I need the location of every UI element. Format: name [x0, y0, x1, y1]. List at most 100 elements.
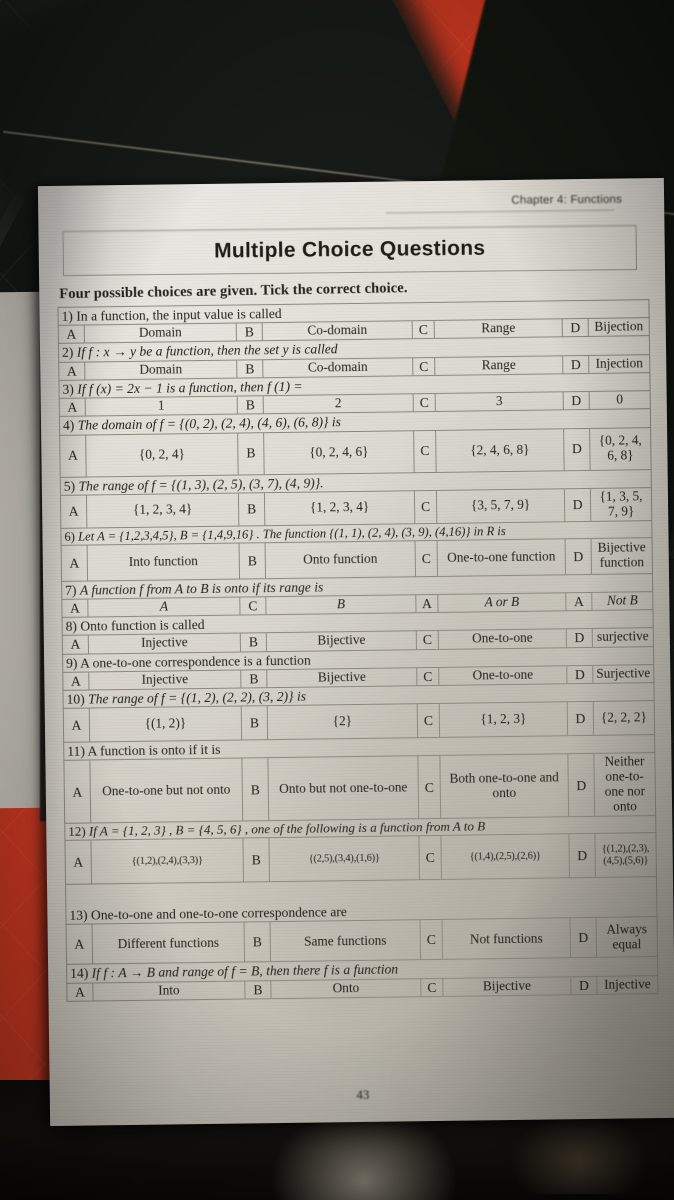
option-a[interactable]: One-to-one but not onto	[89, 758, 243, 823]
option-label-c: C	[418, 835, 442, 881]
option-d[interactable]: Injection	[588, 354, 650, 374]
option-a[interactable]: {0, 2, 4}	[85, 432, 239, 477]
question-text: The domain of f = {(0, 2), (2, 4), (4, 6…	[77, 414, 342, 433]
option-b[interactable]: {1, 2, 3, 4}	[264, 490, 415, 526]
option-d[interactable]: Injective	[596, 975, 658, 995]
option-a[interactable]: {1, 2, 3, 4}	[86, 492, 239, 528]
option-b[interactable]: Co-domain	[262, 320, 413, 342]
option-a[interactable]: Domain	[84, 323, 237, 344]
option-d[interactable]: {2, 2, 2}	[593, 700, 655, 736]
question-options-row: A {(1,2),(2,4),(3,3)} B {(2,5),(3,4),(1,…	[64, 833, 657, 885]
option-a[interactable]: 1	[85, 396, 238, 417]
option-label-a: A	[63, 760, 91, 824]
option-label-b: B	[244, 922, 271, 963]
question-text: A one-to-one correspondence is a functio…	[80, 652, 311, 671]
option-c[interactable]: One-to-one	[438, 629, 567, 649]
option-d[interactable]: Always equal	[596, 917, 658, 958]
option-label-d: D	[566, 665, 593, 684]
option-c[interactable]: Not functions	[442, 918, 571, 960]
option-label-a: A	[59, 434, 87, 477]
option-d[interactable]: Bijection	[588, 317, 650, 337]
option-c[interactable]: One-to-one	[438, 665, 567, 686]
option-d[interactable]: Surjective	[592, 664, 654, 684]
option-label-d: D	[564, 488, 591, 522]
option-c[interactable]: Both one-to-one and onto	[439, 754, 569, 819]
option-a[interactable]: {(1,2),(2,4),(3,3)}	[90, 838, 244, 885]
option-label-c: C	[420, 978, 444, 997]
option-label-a: A	[64, 840, 92, 885]
option-b[interactable]: B	[265, 594, 416, 615]
question-number: 3)	[62, 381, 74, 397]
option-a[interactable]: Injective	[88, 669, 241, 690]
question-text: A function f from A to B is onto if its …	[79, 579, 324, 598]
option-a[interactable]: Domain	[84, 359, 237, 380]
option-label-c: C	[414, 490, 437, 524]
mcq-table: 1) In a function, the input value is cal…	[57, 299, 658, 1002]
option-b[interactable]: {(2,5),(3,4),(1,6)}	[268, 836, 420, 883]
option-d[interactable]: {(1,2),(2,3),(4,5),(5,6)}	[594, 833, 657, 878]
option-b[interactable]: Bijective	[266, 667, 417, 688]
option-c[interactable]: Bijective	[442, 976, 572, 997]
option-d[interactable]: surjective	[592, 627, 654, 647]
option-a[interactable]: Into	[92, 980, 246, 1001]
option-d[interactable]: {1, 3, 5, 7, 9}	[590, 487, 652, 521]
chapter-header: Chapter 4: Functions	[511, 193, 623, 207]
option-a[interactable]: Different functions	[92, 922, 245, 965]
option-b[interactable]: Onto function	[265, 540, 416, 579]
option-d[interactable]: Neither one-to-one nor onto	[593, 752, 656, 817]
option-c[interactable]: {(1,4),(2,5),(2,6)}	[440, 834, 570, 880]
option-d[interactable]: Bijective function	[591, 537, 653, 575]
option-label-b: B	[240, 632, 267, 652]
option-a[interactable]: Into function	[87, 542, 240, 581]
question-text: Onto function is called	[80, 617, 205, 634]
option-d[interactable]: 0	[589, 390, 651, 410]
option-d[interactable]: {0, 2, 4, 6, 8}	[589, 427, 652, 470]
question-text: In a function, the input value is called	[76, 305, 282, 324]
option-a[interactable]: A	[87, 596, 241, 618]
option-label-b: B	[236, 322, 263, 342]
question-number: 1)	[61, 308, 74, 324]
option-label-c: C	[413, 429, 437, 473]
option-label-b: B	[241, 758, 269, 821]
option-b[interactable]: Co-domain	[262, 357, 413, 378]
option-c[interactable]: A or B	[437, 592, 566, 613]
option-c[interactable]: {2, 4, 6, 8}	[435, 428, 565, 472]
option-c[interactable]: 3	[435, 391, 564, 412]
option-label-d: D	[563, 391, 590, 411]
option-label-d: D	[566, 628, 593, 648]
option-label-c: C	[417, 703, 440, 738]
option-b[interactable]: 2	[263, 393, 414, 415]
instruction-line: Four possible choices are given. Tick th…	[59, 280, 408, 303]
mcq-table-body: 1) In a function, the input value is cal…	[57, 299, 658, 1002]
question-options-row: A One-to-one but not onto B Onto but not…	[63, 752, 656, 824]
option-c[interactable]: {3, 5, 7, 9}	[436, 488, 565, 523]
option-a[interactable]: {(1, 2)}	[89, 706, 242, 743]
option-b[interactable]: {2}	[267, 703, 418, 740]
question-number: 12)	[68, 823, 86, 839]
option-label-a: A	[61, 598, 89, 618]
option-label-d: D	[567, 753, 595, 817]
option-a[interactable]: Injective	[88, 633, 241, 654]
option-d[interactable]: Not B	[591, 591, 653, 611]
option-label-d: D	[562, 355, 589, 374]
question-number: 5)	[63, 478, 76, 494]
question-text: If f (x) = 2x − 1 is a function, then f …	[77, 378, 303, 397]
option-c[interactable]: One-to-one function	[437, 538, 566, 577]
option-label-c: C	[420, 919, 443, 961]
option-c[interactable]: Range	[434, 319, 563, 339]
question-number: 7)	[65, 582, 77, 598]
question-number: 8)	[65, 618, 78, 634]
option-label-a: A	[61, 544, 88, 581]
question-number: 13)	[69, 907, 88, 924]
option-b[interactable]: Same functions	[270, 920, 421, 963]
question-text: If f : A → B and range of f = B, then th…	[91, 961, 399, 981]
option-c[interactable]: {1, 2, 3}	[439, 701, 568, 738]
option-c[interactable]: Range	[434, 355, 563, 376]
option-label-c: C	[415, 540, 438, 577]
option-label-b: B	[237, 432, 265, 475]
question-text: One-to-one and one-to-one correspondence…	[90, 904, 347, 923]
option-b[interactable]: Bijective	[266, 631, 417, 652]
option-b[interactable]: {0, 2, 4, 6}	[263, 430, 415, 475]
option-b[interactable]: Onto but not one-to-one	[267, 756, 419, 821]
option-b[interactable]: Onto	[270, 978, 422, 999]
